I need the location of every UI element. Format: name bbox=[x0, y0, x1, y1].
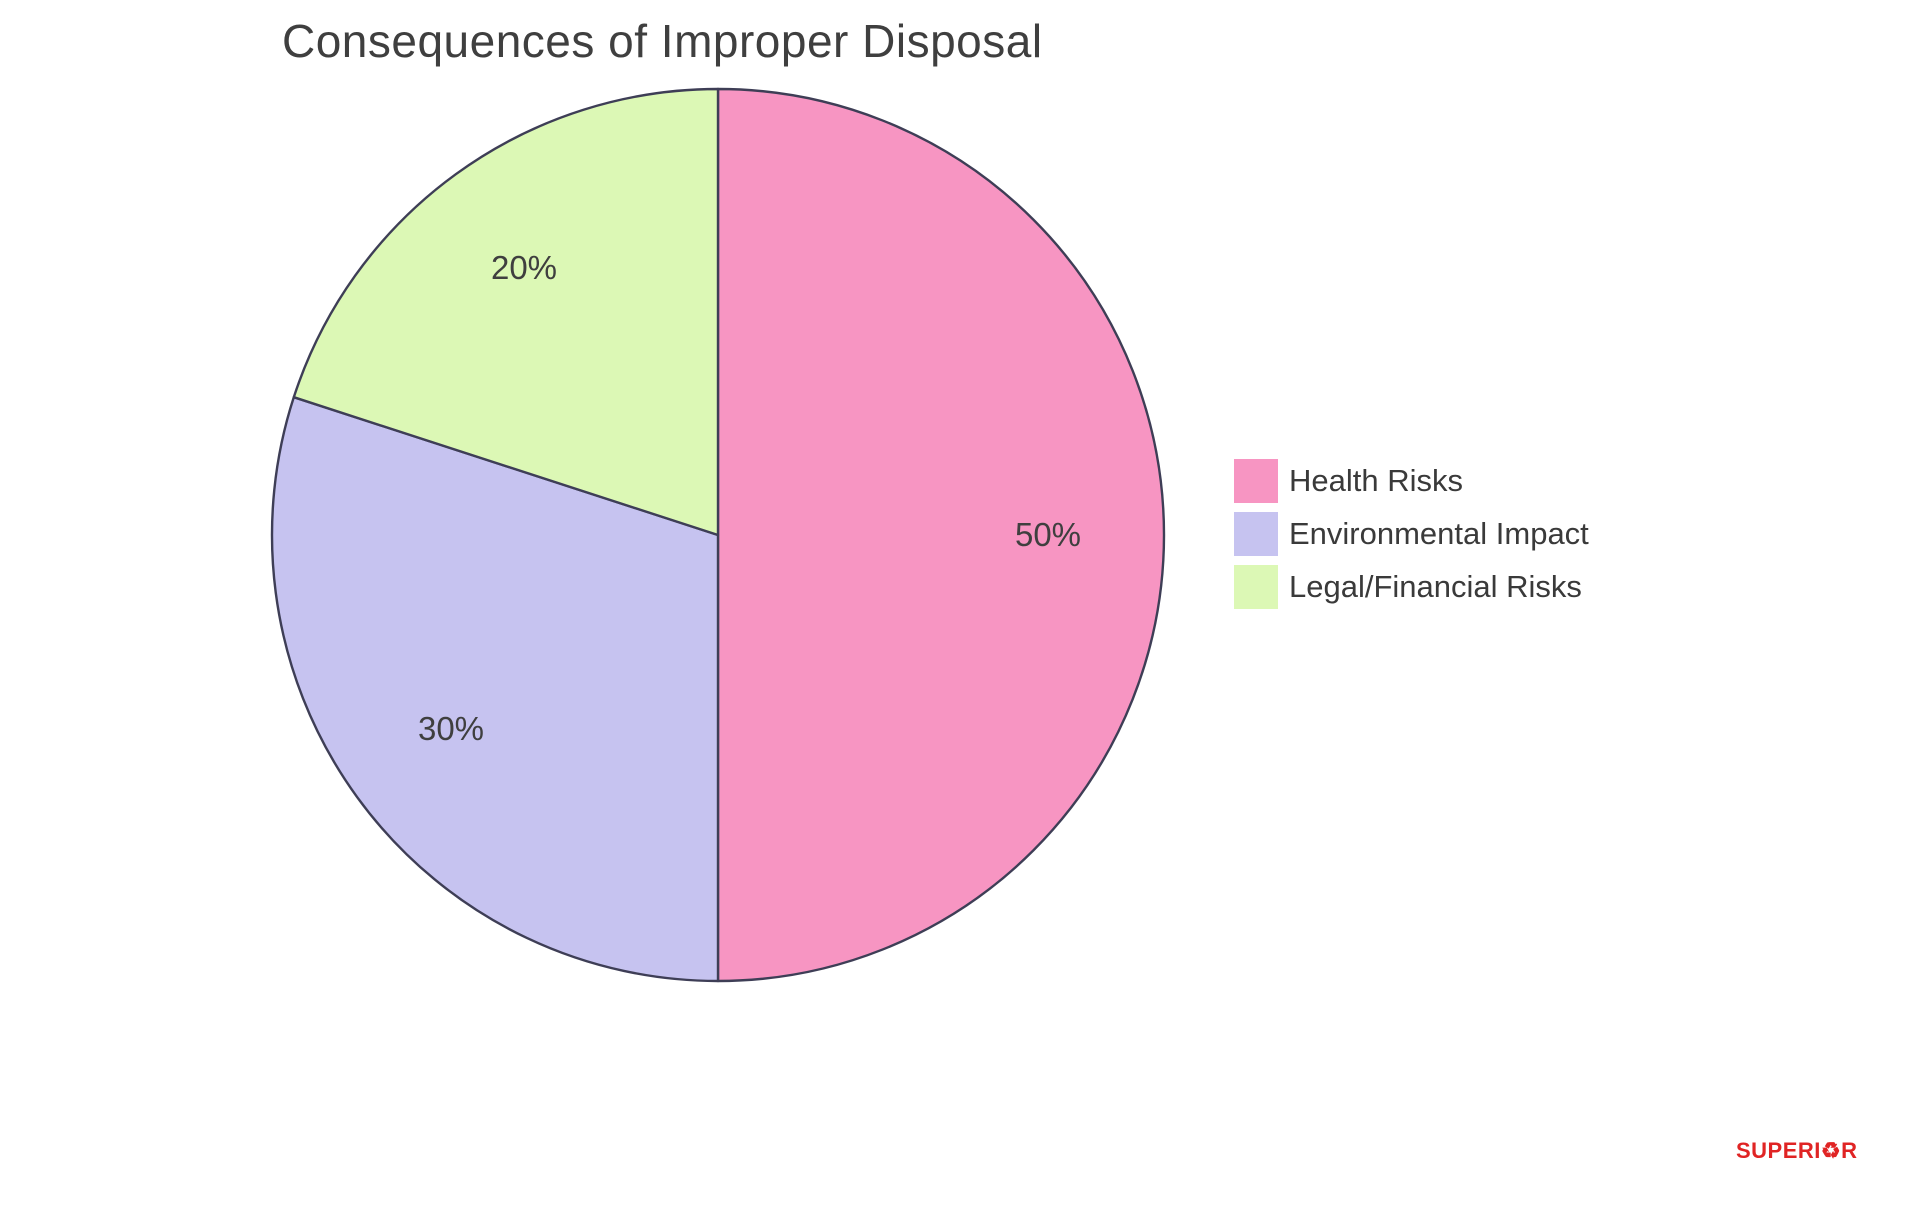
slice-value-label-2: 20% bbox=[491, 249, 557, 286]
legend-swatch-icon bbox=[1234, 459, 1278, 503]
legend-item-1: Environmental Impact bbox=[1234, 512, 1589, 556]
pie-slice-0 bbox=[716, 87, 1166, 983]
chart-title: Consequences of Improper Disposal bbox=[282, 15, 1043, 67]
pie-slice-1 bbox=[270, 395, 720, 983]
legend-swatch-icon bbox=[1234, 565, 1278, 609]
legend-label: Health Risks bbox=[1289, 463, 1463, 498]
pie-slice-2 bbox=[292, 87, 720, 537]
legend-item-2: Legal/Financial Risks bbox=[1234, 565, 1589, 609]
legend-label: Environmental Impact bbox=[1289, 516, 1589, 551]
legend-item-0: Health Risks bbox=[1234, 459, 1589, 503]
watermark-logo: SUPERI♻R bbox=[1736, 1138, 1858, 1163]
legend-label: Legal/Financial Risks bbox=[1289, 569, 1582, 604]
slice-value-label-1: 30% bbox=[418, 710, 484, 747]
legend-swatch-icon bbox=[1234, 512, 1278, 556]
slice-value-label-0: 50% bbox=[1015, 516, 1081, 553]
chart-legend: Health Risks Environmental Impact Legal/Fi… bbox=[1234, 459, 1589, 609]
